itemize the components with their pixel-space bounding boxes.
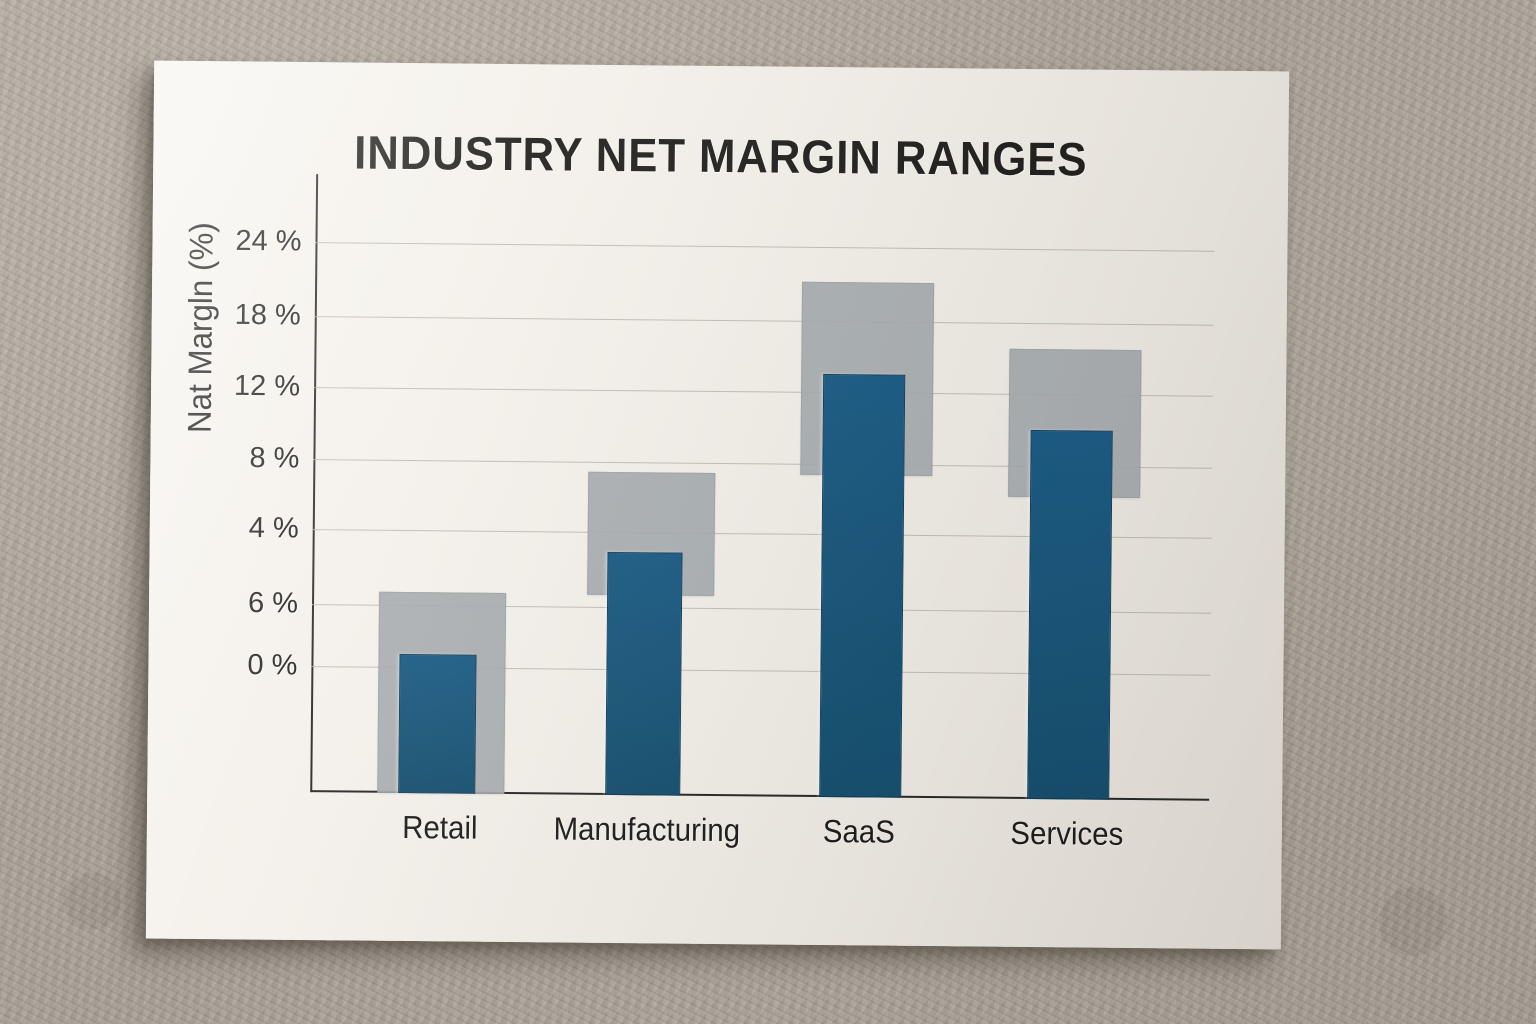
gridline (315, 242, 1215, 252)
y-axis-tick-label: 6 % (247, 586, 299, 620)
poster-panel: INDUSTRY NET MARGIN RANGES Nat Margln (%… (145, 60, 1290, 950)
y-axis-tick-label: 0 % (247, 648, 298, 682)
x-axis-category-label: SaaS (822, 813, 896, 850)
y-axis-tick-label: 4 % (248, 512, 299, 545)
y-axis-tick-label: 12 % (233, 369, 301, 403)
value-bar (1027, 430, 1113, 800)
bar-chart: INDUSTRY NET MARGIN RANGES Nat Margln (%… (146, 61, 1289, 950)
y-axis-tick-label: 18 % (234, 298, 301, 332)
value-bar (605, 551, 683, 796)
x-axis-category-label: Services (1010, 814, 1124, 852)
y-axis-line (310, 174, 319, 793)
y-axis-title: Nat Margln (%) (180, 222, 220, 434)
plot-area: 24 % 18 % 12 % 8 % 4 % 6 % 0 % Retail Manufactu… (234, 174, 1215, 852)
gridline (314, 316, 1214, 326)
y-axis-tick-label: 24 % (235, 224, 302, 258)
value-bar (398, 653, 477, 794)
value-bar (819, 374, 906, 798)
x-axis-category-label: Manufacturing (553, 810, 741, 849)
x-axis-category-label: Retail (402, 808, 478, 846)
y-axis-tick-label: 8 % (249, 442, 300, 475)
